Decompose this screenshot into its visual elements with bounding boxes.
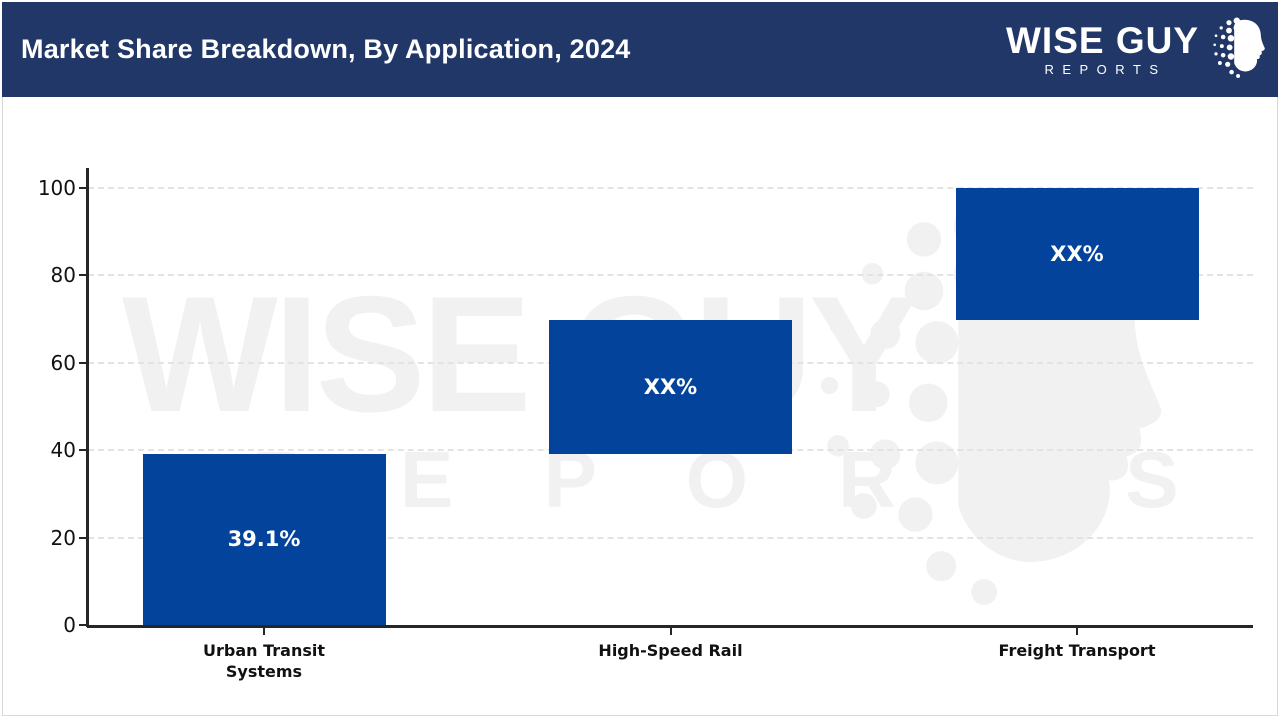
gridline-20 <box>88 536 1253 539</box>
header-bar: Market Share Breakdown, By Application, … <box>2 2 1278 97</box>
logo-face-icon <box>1213 17 1265 78</box>
y-tick-mark-20 <box>79 536 87 539</box>
category-label-line: Systems <box>225 662 303 681</box>
category-label-0: Urban Transit Systems <box>114 640 414 682</box>
bar-segment-0: 39.1% <box>142 453 386 625</box>
logo-reports-text: REPORTS <box>1044 62 1167 77</box>
gridline-100 <box>88 186 1253 189</box>
y-tick-mark-100 <box>79 186 87 189</box>
bar-value-label: XX% <box>643 375 698 399</box>
bar-segment-2: XX% <box>955 187 1199 321</box>
y-axis-line <box>86 168 89 627</box>
y-tick-mark-80 <box>79 274 87 276</box>
y-tick-mark-40 <box>79 449 87 451</box>
bar-value-label: 39.1% <box>227 527 301 552</box>
y-tick-label-80: 80 <box>50 263 76 287</box>
bar-segment-1: XX% <box>549 320 792 454</box>
bar-value-label: XX% <box>1050 241 1104 266</box>
x-tick-mark-1 <box>669 627 672 635</box>
y-tick-label-40: 40 <box>50 438 76 462</box>
y-tick-mark-0 <box>79 624 87 626</box>
y-tick-label-60: 60 <box>50 350 76 375</box>
y-tick-mark-60 <box>79 361 87 364</box>
category-label-line: High-Speed Rail <box>598 641 743 660</box>
y-tick-label-100: 100 <box>37 175 76 200</box>
category-label-1: High-Speed Rail <box>521 640 821 661</box>
x-tick-mark-2 <box>1076 627 1078 635</box>
gridline-80 <box>88 274 1253 276</box>
category-label-line: Freight Transport <box>998 641 1156 660</box>
category-label-2: Freight Transport <box>927 640 1227 661</box>
y-tick-label-20: 20 <box>50 525 76 550</box>
x-axis-line <box>87 625 1253 628</box>
y-tick-label-0: 0 <box>63 613 76 637</box>
wiseguy-logo: WISE GUY REPORTS <box>1006 8 1268 92</box>
logo-wiseguy-text: WISE GUY <box>1006 20 1200 61</box>
page-title: Market Share Breakdown, By Application, … <box>21 34 631 64</box>
x-tick-mark-0 <box>263 627 265 635</box>
category-label-line: Urban Transit <box>203 641 325 660</box>
